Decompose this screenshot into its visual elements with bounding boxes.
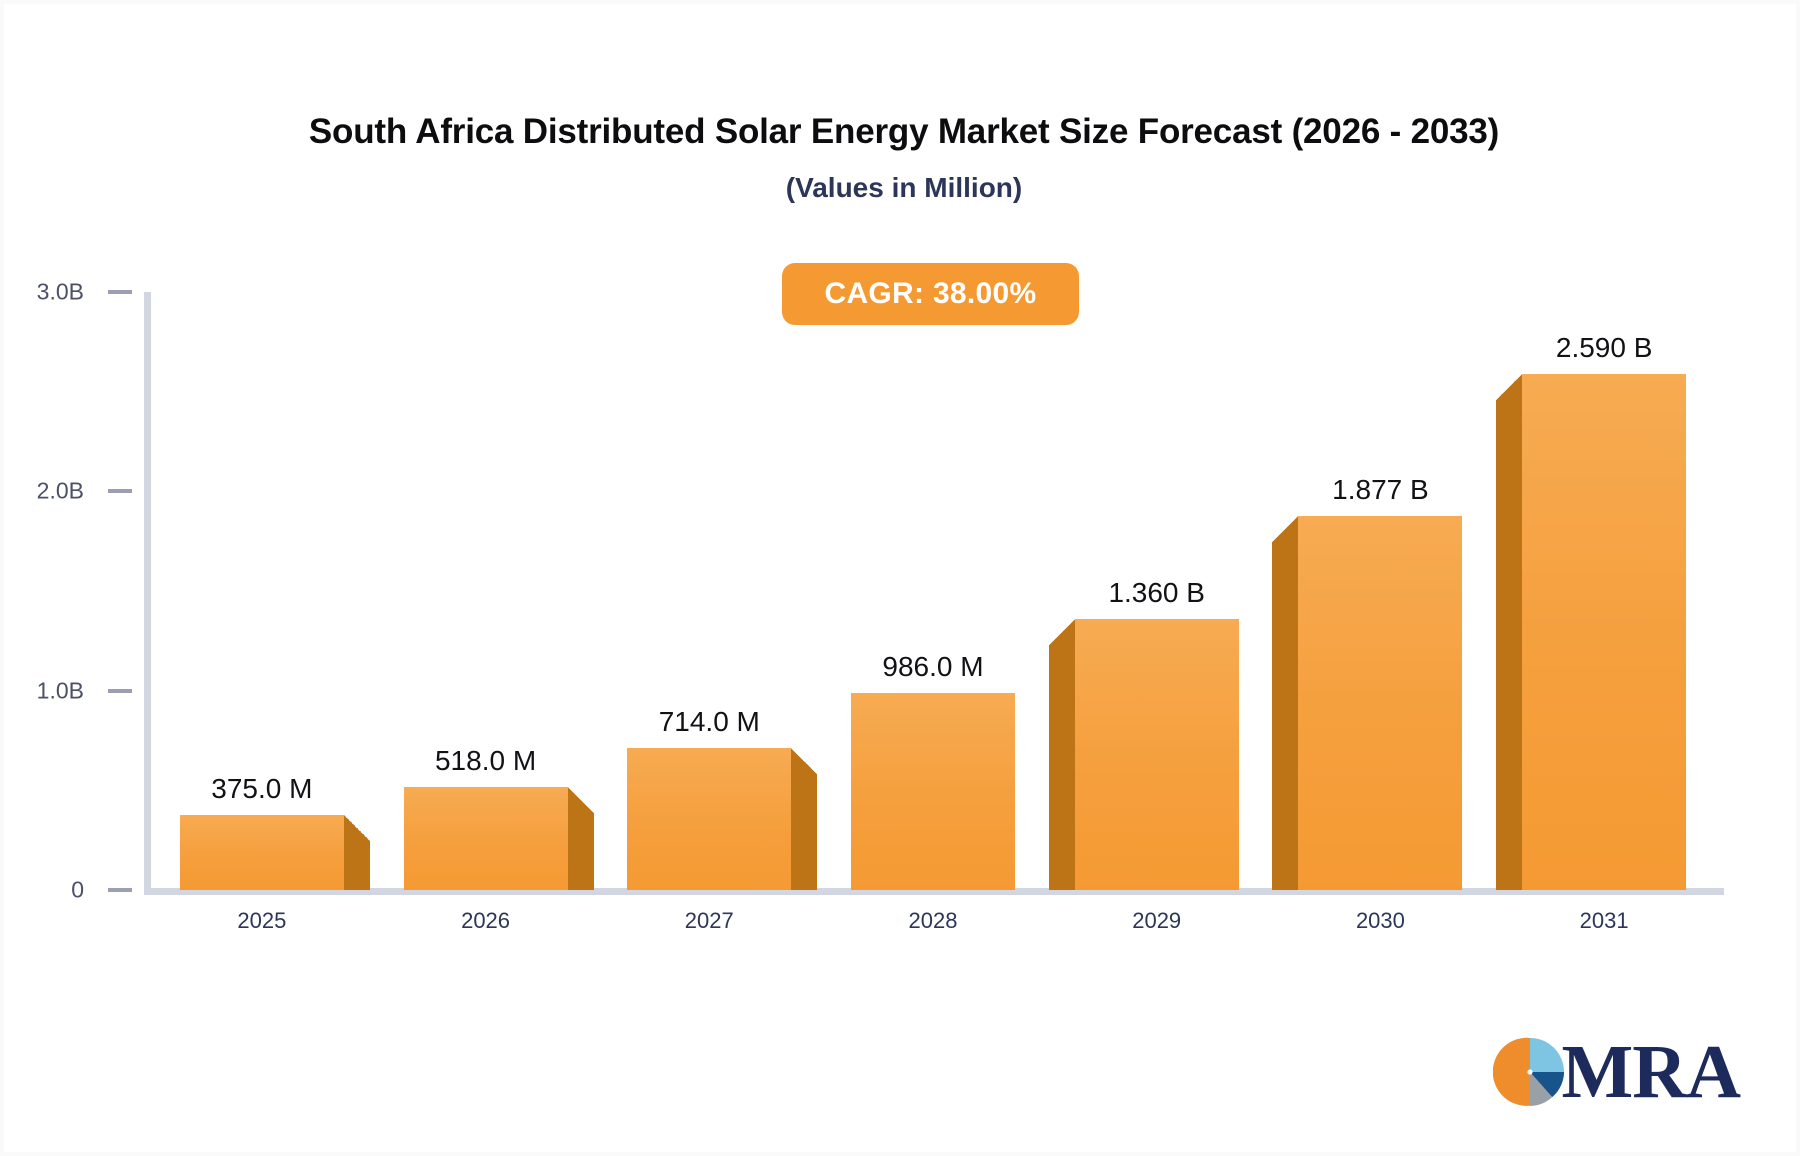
bar-value-label: 518.0 M xyxy=(434,744,537,776)
bar-shadow-cap xyxy=(343,815,370,842)
bar[interactable]: 518.0 M xyxy=(403,745,594,890)
cagr-badge-label: CAGR: 38.00% xyxy=(824,277,1037,310)
bar-shadow-side xyxy=(567,812,594,890)
y-axis-tick-label: 3.0B xyxy=(36,278,84,305)
bar-shadow-side xyxy=(1496,399,1523,890)
bar[interactable]: 986.0 M xyxy=(851,651,1015,890)
bar-shadow-cap xyxy=(791,747,818,774)
bar-face xyxy=(851,693,1015,890)
bar-value-label: 1.360 B xyxy=(1108,576,1205,608)
bar-face xyxy=(1522,373,1687,890)
bar-value-label: 986.0 M xyxy=(882,651,984,683)
x-axis-tick-label: 2026 xyxy=(461,908,511,933)
x-axis-tick-label: 2031 xyxy=(1579,908,1629,933)
x-axis-tick-label: 2028 xyxy=(908,908,958,933)
y-axis-tick-label: 0 xyxy=(71,876,84,903)
bar-face xyxy=(179,815,344,890)
bar-shadow-cap xyxy=(567,786,594,813)
y-axis-tick-mark xyxy=(108,688,132,693)
bar-value-label: 1.877 B xyxy=(1332,473,1429,505)
x-axis-line xyxy=(144,888,1724,895)
bar-shadow-side xyxy=(1272,541,1299,890)
bar-shadow-cap xyxy=(1272,515,1299,542)
mra-logo: MRA xyxy=(1493,1030,1741,1114)
logo-wordmark: MRA xyxy=(1561,1030,1741,1114)
bar-shadow-side xyxy=(1048,644,1075,890)
bar-value-label: 375.0 M xyxy=(211,773,313,805)
x-axis-tick-label: 2025 xyxy=(237,908,287,933)
bar-face xyxy=(1298,515,1463,890)
bar[interactable]: 714.0 M xyxy=(627,706,818,890)
bar-face xyxy=(1074,618,1239,890)
bar-value-label: 714.0 M xyxy=(658,705,760,737)
bar-shadow-cap xyxy=(1048,618,1075,645)
bar-shadow-side xyxy=(791,773,818,890)
bar-value-label: 2.590 B xyxy=(1555,331,1653,363)
y-axis-tick-mark xyxy=(108,489,132,494)
y-axis-tick-label: 2.0B xyxy=(36,477,84,504)
y-axis-line xyxy=(144,292,151,890)
x-axis-tick-label: 2027 xyxy=(684,908,734,933)
pie-chart-icon xyxy=(1493,1037,1565,1107)
bar[interactable]: 2.590 B xyxy=(1496,332,1687,890)
page-subtitle: (Values in Million) xyxy=(785,172,1023,203)
bar-shadow-side xyxy=(343,841,370,890)
bar-shadow-cap xyxy=(1496,373,1523,400)
plot-area: 375.0 M 518.0 M 714.0 M 986.0 M 1.360 B 1.877… xyxy=(150,292,1716,890)
bar[interactable]: 1.877 B xyxy=(1272,474,1463,890)
cagr-badge: CAGR: 38.00% xyxy=(782,263,1079,325)
bar-face xyxy=(403,786,568,890)
y-axis-tick-mark xyxy=(108,888,132,892)
bar[interactable]: 1.360 B xyxy=(1048,577,1239,890)
x-axis-tick-label: 2029 xyxy=(1132,908,1182,933)
x-axis-tick-label: 2030 xyxy=(1355,908,1405,933)
bar-face xyxy=(627,747,792,890)
page-title: South Africa Distributed Solar Energy Ma… xyxy=(308,112,1500,151)
y-axis-tick-label: 1.0B xyxy=(36,677,84,704)
y-axis-tick-mark xyxy=(108,290,132,294)
bar[interactable]: 375.0 M xyxy=(179,773,370,890)
